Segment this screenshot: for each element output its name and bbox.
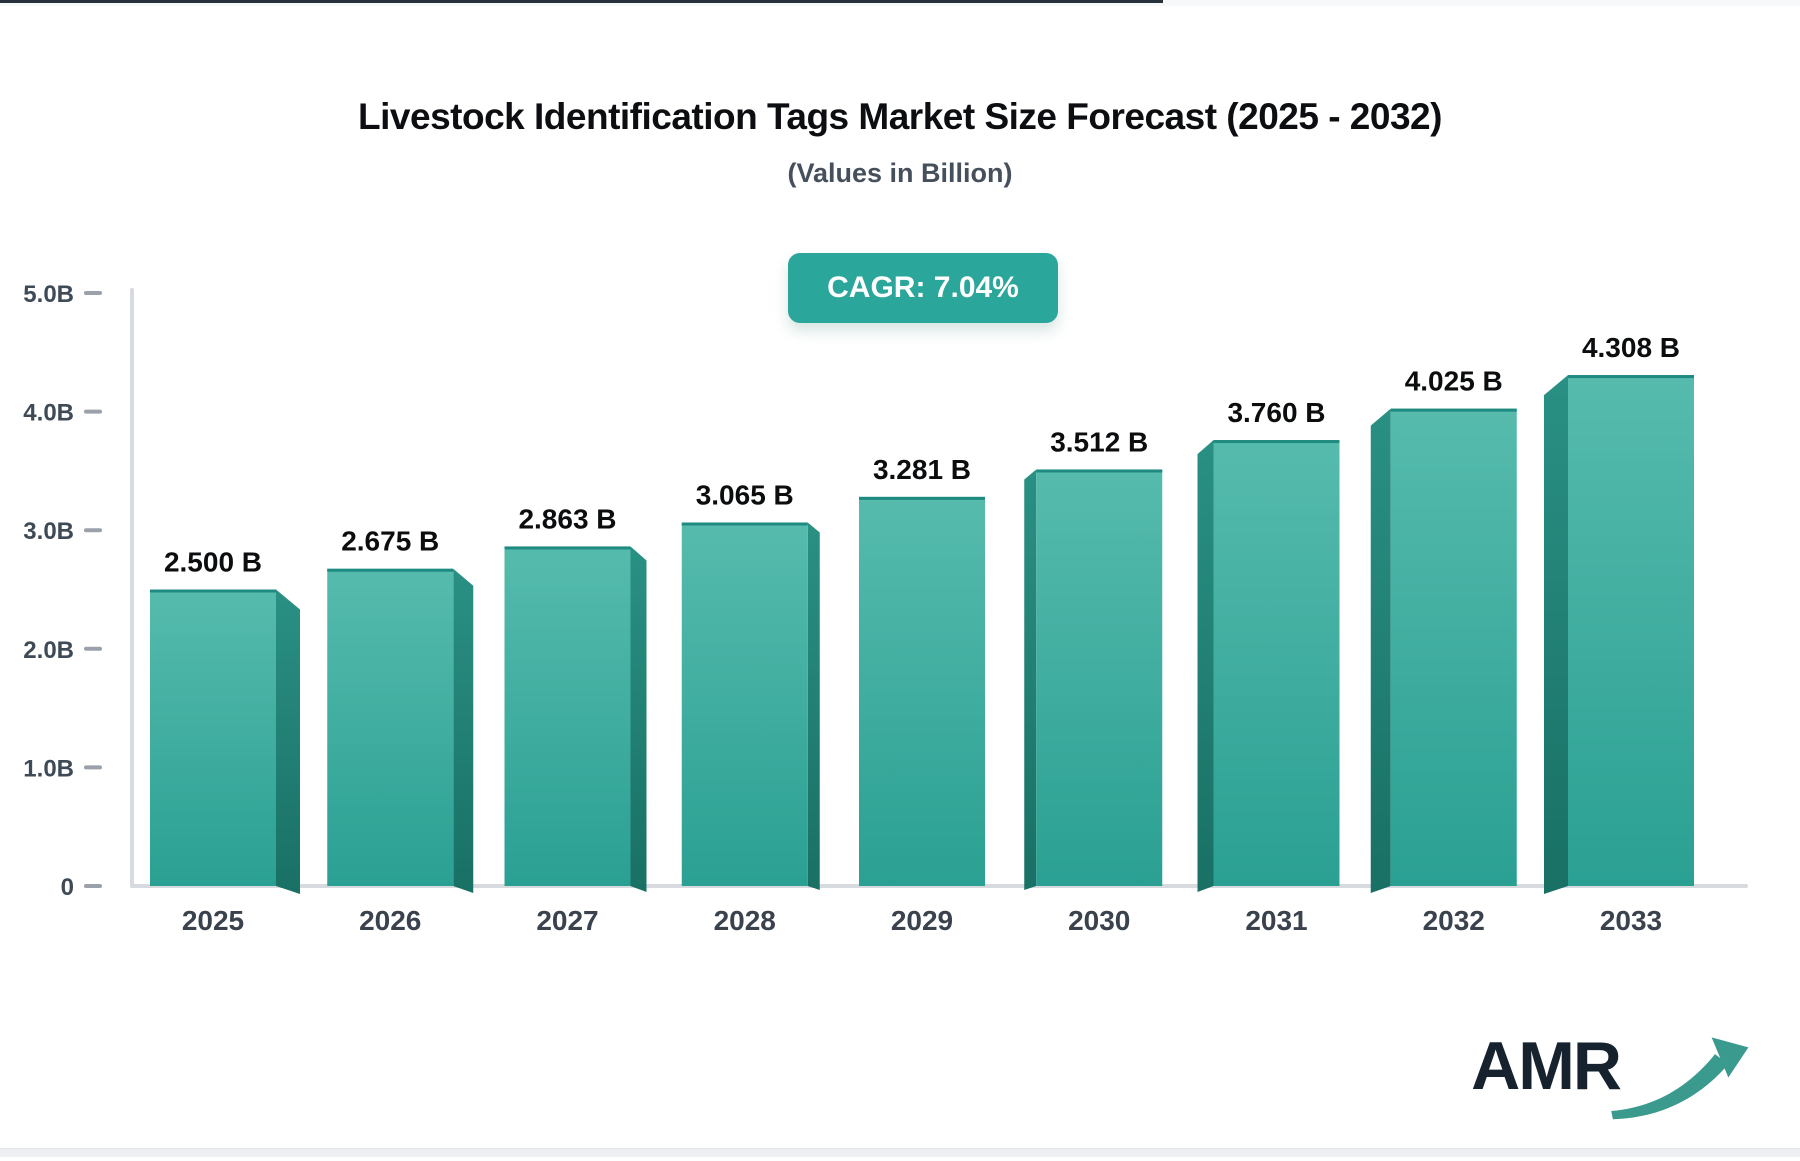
bar-value-label: 2.675 B bbox=[341, 526, 439, 557]
growth-arrow-icon bbox=[1611, 1037, 1749, 1120]
bar-value-label: 3.512 B bbox=[1050, 426, 1148, 457]
chart-title: Livestock Identification Tags Market Siz… bbox=[358, 96, 1442, 137]
bar-value-label: 2.863 B bbox=[518, 503, 616, 534]
bar-top-edge bbox=[1568, 375, 1694, 379]
y-axis-tick bbox=[84, 409, 102, 414]
x-axis-label: 2025 bbox=[182, 905, 244, 936]
bar-face bbox=[150, 589, 276, 886]
bar-face bbox=[504, 546, 631, 886]
bar-top-edge bbox=[504, 546, 631, 550]
bar-2029 bbox=[859, 496, 985, 886]
y-axis-label: 4.0B bbox=[23, 400, 74, 427]
bar-side-facet bbox=[453, 568, 474, 893]
bar-face bbox=[1390, 408, 1517, 886]
bar-2025 bbox=[150, 589, 300, 894]
x-axis-label: 2030 bbox=[1068, 905, 1130, 936]
amr-logo-text: AMR bbox=[1471, 1028, 1622, 1104]
bar-top-edge bbox=[150, 589, 276, 593]
y-axis-label: 0 bbox=[61, 874, 74, 901]
window-top-strip bbox=[0, 0, 1800, 6]
window-bottom-strip bbox=[0, 1148, 1800, 1157]
amr-logo: AMR bbox=[1471, 1032, 1754, 1126]
bar-face bbox=[327, 568, 454, 886]
bar-face bbox=[1568, 375, 1694, 886]
bar-2033 bbox=[1544, 375, 1694, 895]
bar-side-facet bbox=[807, 522, 820, 890]
y-axis-label: 3.0B bbox=[23, 518, 74, 545]
bar-face bbox=[1213, 440, 1340, 886]
bar-2027 bbox=[504, 546, 647, 892]
y-axis-tick bbox=[84, 291, 102, 295]
bar-2026 bbox=[327, 568, 474, 893]
bar-value-label: 3.760 B bbox=[1227, 397, 1325, 428]
bar-side-facet bbox=[276, 589, 300, 894]
bar-face bbox=[859, 496, 985, 886]
y-axis-label: 2.0B bbox=[23, 637, 74, 664]
bar-value-label: 3.281 B bbox=[873, 454, 971, 485]
window-top-edge bbox=[0, 0, 1163, 3]
bar-2032 bbox=[1370, 408, 1517, 893]
bar-top-edge bbox=[1390, 408, 1517, 412]
cagr-badge: CAGR: 7.04% bbox=[788, 253, 1058, 323]
x-axis-label: 2032 bbox=[1423, 905, 1485, 936]
bar-face bbox=[681, 522, 808, 886]
x-axis-label: 2027 bbox=[536, 905, 598, 936]
y-axis-tick bbox=[84, 528, 102, 533]
x-axis-label: 2028 bbox=[714, 905, 776, 936]
x-axis-label: 2031 bbox=[1245, 905, 1307, 936]
bar-side-facet bbox=[1197, 440, 1214, 892]
y-axis-label: 5.0B bbox=[23, 281, 74, 308]
y-axis-tick bbox=[84, 765, 102, 770]
bar-2030 bbox=[1024, 469, 1163, 890]
y-axis-label: 1.0B bbox=[23, 755, 74, 782]
bar-value-label: 4.025 B bbox=[1405, 366, 1503, 397]
bar-top-edge bbox=[1036, 469, 1163, 473]
bar-side-facet bbox=[630, 546, 647, 892]
bar-face bbox=[1036, 469, 1163, 886]
bar-side-facet bbox=[1370, 408, 1391, 893]
x-axis-label: 2033 bbox=[1600, 905, 1662, 936]
bar-top-edge bbox=[327, 568, 454, 572]
bar-top-edge bbox=[859, 496, 985, 500]
bar-value-label: 2.500 B bbox=[164, 547, 262, 578]
bar-side-facet bbox=[1544, 375, 1568, 895]
bar-2028 bbox=[681, 522, 820, 890]
bar-value-label: 3.065 B bbox=[696, 479, 794, 510]
x-axis-label: 2026 bbox=[359, 905, 421, 936]
bar-value-label: 4.308 B bbox=[1582, 332, 1680, 363]
bar-top-edge bbox=[681, 522, 808, 526]
y-axis-line bbox=[130, 288, 134, 888]
bar-2031 bbox=[1197, 440, 1340, 892]
y-axis-tick bbox=[84, 646, 102, 651]
bar-side-facet bbox=[1024, 469, 1037, 890]
y-axis-tick bbox=[84, 884, 102, 888]
chart-subtitle: (Values in Billion) bbox=[787, 158, 1013, 188]
bar-top-edge bbox=[1213, 440, 1340, 444]
x-axis-label: 2029 bbox=[891, 905, 953, 936]
